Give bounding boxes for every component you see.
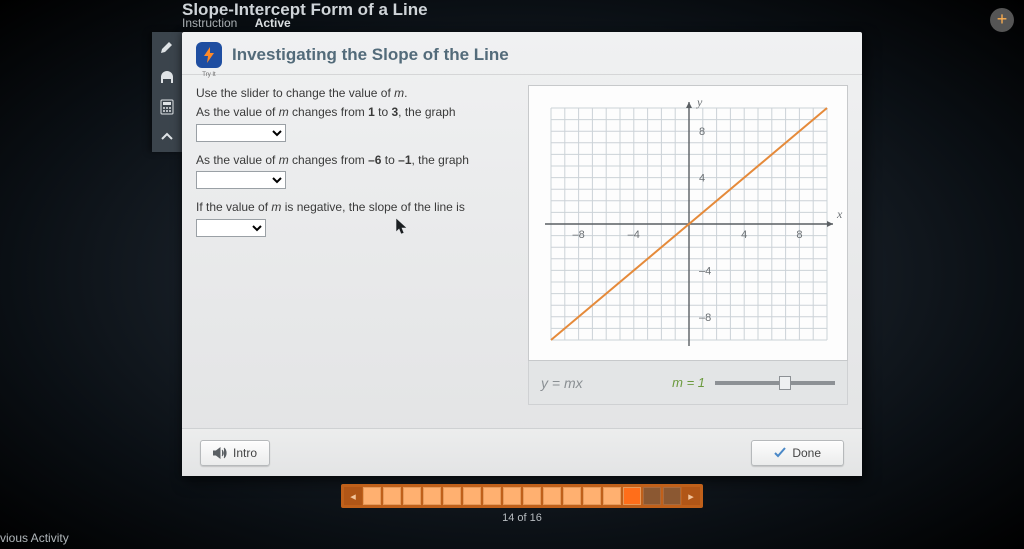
- activity-panel: Try It Investigating the Slope of the Li…: [182, 32, 862, 476]
- pencil-icon: [159, 39, 175, 55]
- page-box-5[interactable]: [443, 487, 461, 505]
- tab-active[interactable]: Active: [255, 14, 291, 34]
- svg-text:x: x: [836, 207, 843, 221]
- panel-footer: Intro Done: [182, 428, 862, 476]
- panel-header: Try It Investigating the Slope of the Li…: [182, 32, 862, 75]
- prompt-2: As the value of m changes from –6 to –1,…: [196, 152, 520, 169]
- tryit-badge: Try It: [196, 42, 222, 68]
- slider-thumb[interactable]: [779, 376, 791, 390]
- question-area: Use the slider to change the value of m.…: [196, 85, 520, 427]
- page-box-1[interactable]: [363, 487, 381, 505]
- page-box-9[interactable]: [523, 487, 541, 505]
- equation-label: y = mx: [541, 375, 672, 391]
- next-page-button[interactable]: ▸: [682, 487, 700, 505]
- answer-select-3[interactable]: [196, 219, 266, 237]
- page-box-16[interactable]: [663, 487, 681, 505]
- page-box-2[interactable]: [383, 487, 401, 505]
- panel-title: Investigating the Slope of the Line: [232, 45, 509, 65]
- add-button[interactable]: +: [990, 8, 1014, 32]
- svg-text:8: 8: [796, 229, 802, 241]
- tool-sidebar: [152, 32, 182, 152]
- page-box-6[interactable]: [463, 487, 481, 505]
- slope-slider[interactable]: [715, 381, 835, 385]
- intro-button[interactable]: Intro: [200, 440, 270, 466]
- answer-select-2[interactable]: [196, 171, 286, 189]
- done-button-label: Done: [792, 446, 821, 460]
- slider-row: y = mx m = 1: [528, 361, 848, 405]
- progress-bar-area: ◂▸ 14 of 16: [182, 484, 862, 524]
- page-box-14[interactable]: [623, 487, 641, 505]
- collapse-tool[interactable]: [152, 122, 182, 152]
- answer-select-1[interactable]: [196, 124, 286, 142]
- svg-text:8: 8: [699, 126, 705, 138]
- audio-tool[interactable]: [152, 62, 182, 92]
- chevron-up-icon: [159, 129, 175, 145]
- prompt-3: If the value of m is negative, the slope…: [196, 199, 520, 216]
- page-box-12[interactable]: [583, 487, 601, 505]
- graph-container: –8 –4 4 8 –8 –4 4 8 x y y = mx m = 1: [528, 85, 848, 427]
- svg-text:4: 4: [699, 173, 705, 185]
- instruction-line-1: Use the slider to change the value of m.: [196, 85, 520, 102]
- svg-text:–8: –8: [572, 229, 584, 241]
- svg-text:–4: –4: [699, 265, 711, 277]
- page-box-3[interactable]: [403, 487, 421, 505]
- pencil-tool[interactable]: [152, 32, 182, 62]
- tab-bar: Instruction Active: [182, 14, 305, 34]
- page-box-10[interactable]: [543, 487, 561, 505]
- lightning-icon: [203, 47, 215, 63]
- tryit-label: Try It: [196, 72, 222, 78]
- svg-text:y: y: [696, 95, 703, 109]
- slope-value-label: m = 1: [672, 375, 705, 390]
- calculator-tool[interactable]: [152, 92, 182, 122]
- svg-text:4: 4: [741, 229, 747, 241]
- page-box-15[interactable]: [643, 487, 661, 505]
- tab-instruction[interactable]: Instruction: [182, 14, 237, 32]
- page-box-4[interactable]: [423, 487, 441, 505]
- previous-activity-link[interactable]: vious Activity: [0, 531, 69, 545]
- page-box-8[interactable]: [503, 487, 521, 505]
- prev-page-button[interactable]: ◂: [344, 487, 362, 505]
- speaker-icon: [213, 447, 227, 459]
- done-button[interactable]: Done: [751, 440, 844, 466]
- page-box-11[interactable]: [563, 487, 581, 505]
- intro-button-label: Intro: [233, 446, 257, 460]
- svg-text:–8: –8: [699, 312, 711, 324]
- svg-text:–4: –4: [628, 229, 640, 241]
- check-icon: [774, 447, 786, 459]
- headphones-icon: [159, 69, 175, 85]
- graph-svg: –8 –4 4 8 –8 –4 4 8 x y: [529, 86, 849, 362]
- plus-icon: +: [997, 9, 1008, 29]
- coordinate-graph: –8 –4 4 8 –8 –4 4 8 x y: [528, 85, 848, 361]
- page-box-13[interactable]: [603, 487, 621, 505]
- page-box-7[interactable]: [483, 487, 501, 505]
- page-progress-bar: ◂▸: [341, 484, 703, 508]
- page-indicator: 14 of 16: [182, 512, 862, 524]
- prompt-1: As the value of m changes from 1 to 3, t…: [196, 104, 520, 121]
- calculator-icon: [160, 99, 174, 115]
